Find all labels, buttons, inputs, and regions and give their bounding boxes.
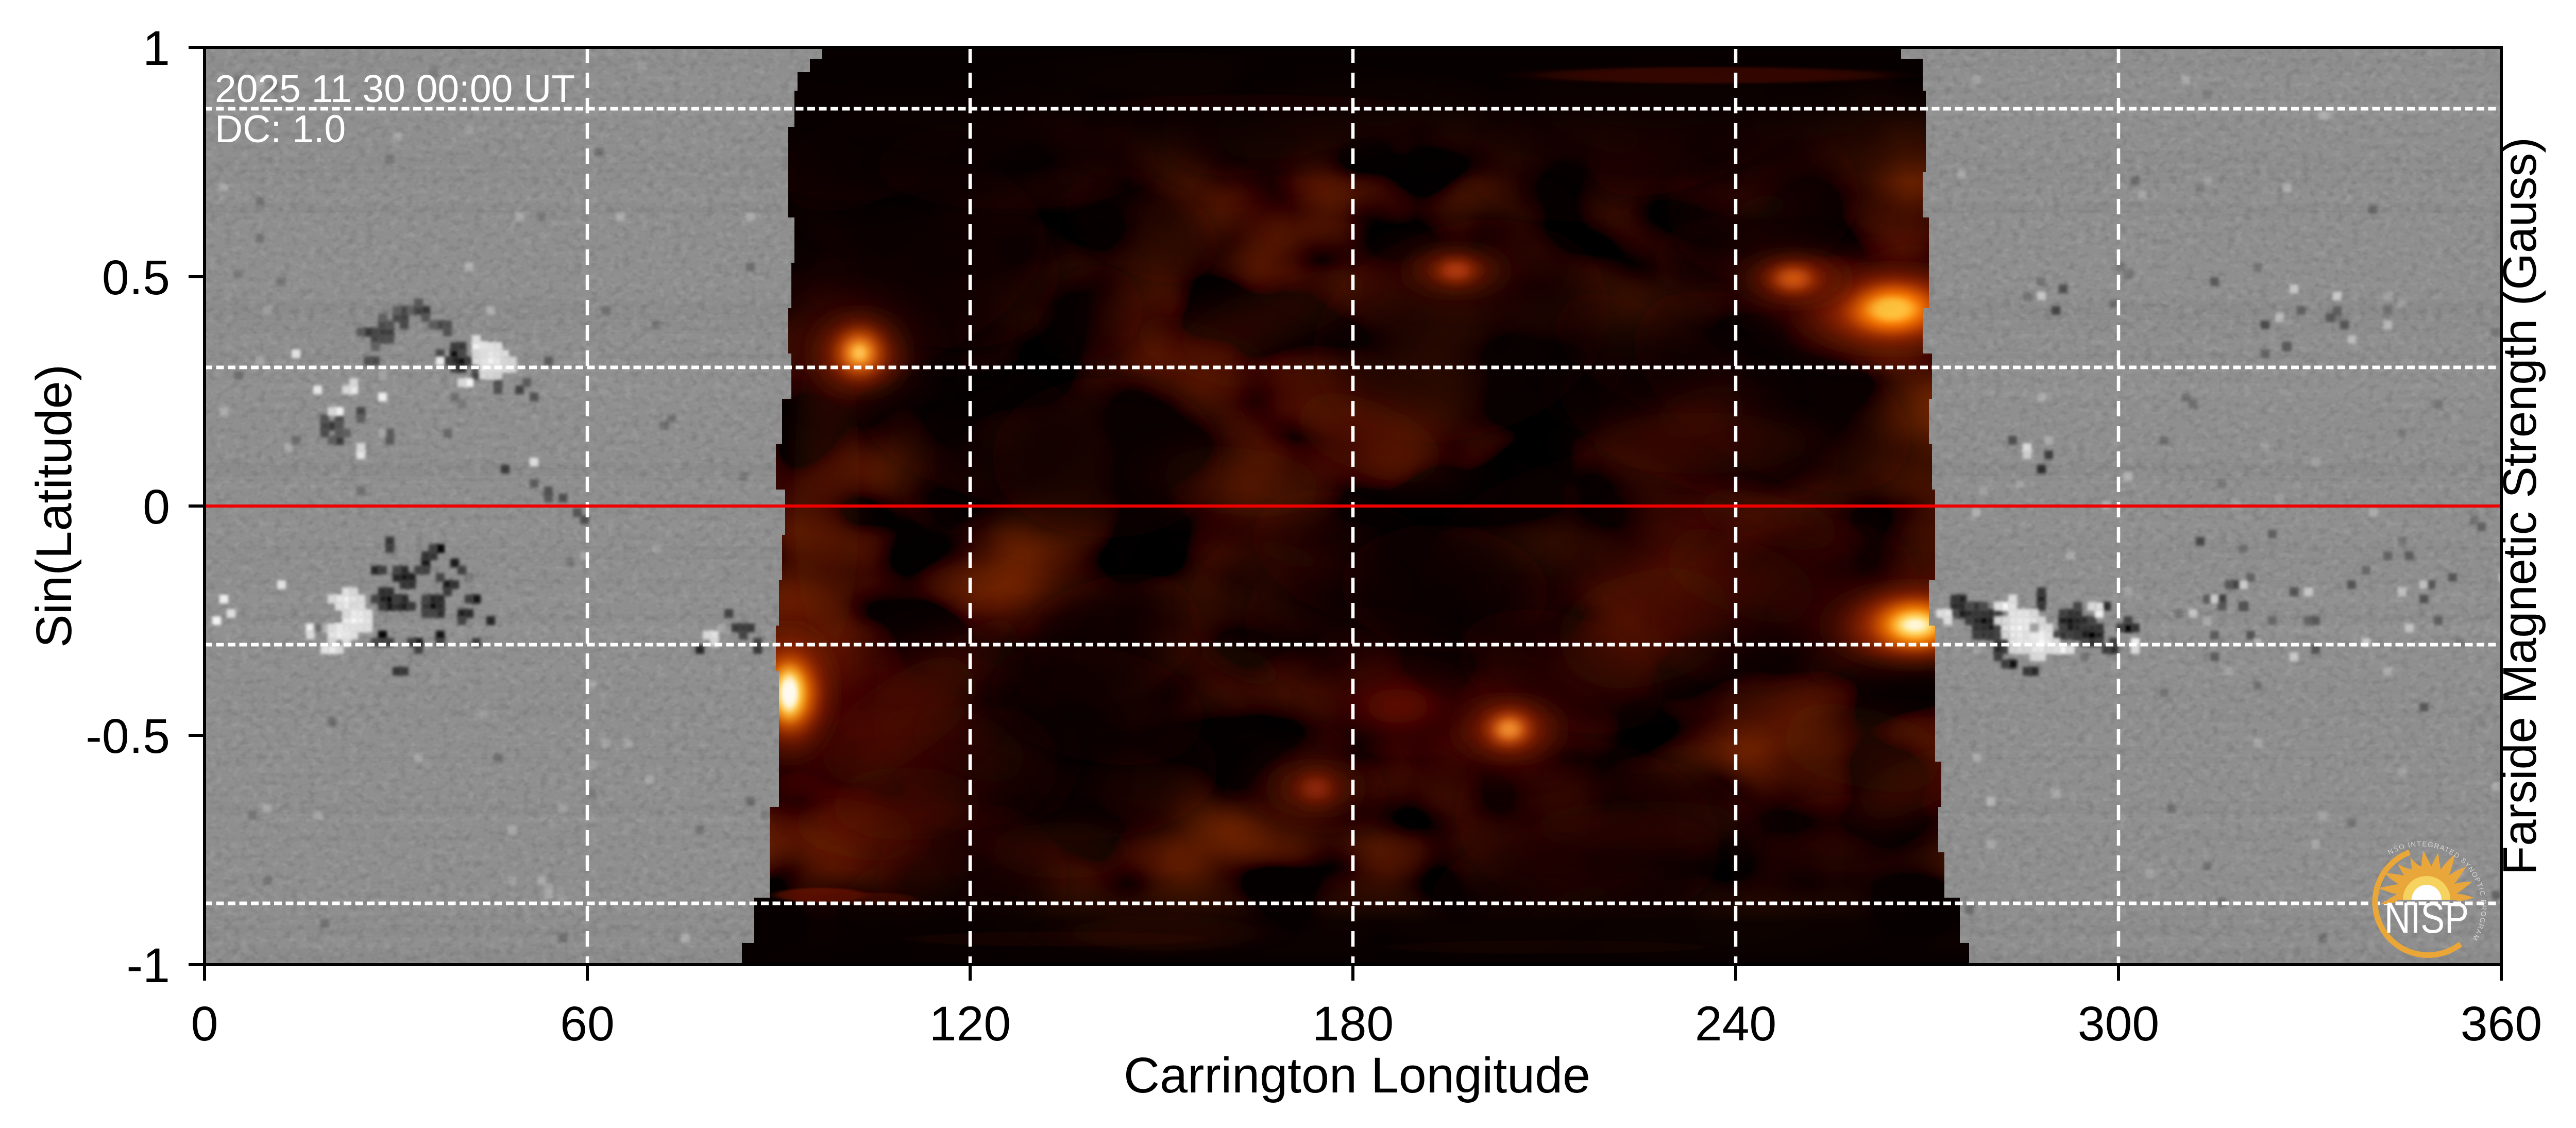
svg-text:-0.5: -0.5 — [86, 709, 170, 764]
svg-text:360: 360 — [2461, 997, 2543, 1051]
svg-text:120: 120 — [929, 997, 1011, 1051]
svg-text:240: 240 — [1695, 997, 1777, 1051]
svg-text:DC: 1.0: DC: 1.0 — [215, 107, 346, 150]
svg-text:Carrington Longitude: Carrington Longitude — [1124, 1047, 1590, 1103]
svg-text:0: 0 — [143, 480, 170, 534]
svg-text:1: 1 — [143, 21, 170, 76]
svg-text:NISP: NISP — [2384, 894, 2469, 942]
svg-text:-1: -1 — [127, 938, 170, 993]
svg-text:Sin(Latitude): Sin(Latitude) — [26, 364, 82, 648]
svg-text:60: 60 — [560, 997, 615, 1051]
svg-text:300: 300 — [2078, 997, 2160, 1051]
svg-text:0: 0 — [191, 997, 218, 1051]
svg-text:2025 11 30 00:00 UT: 2025 11 30 00:00 UT — [215, 67, 575, 110]
svg-text:Farside Magnetic Strength (Gau: Farside Magnetic Strength (Gauss) — [2494, 137, 2546, 875]
svg-text:0.5: 0.5 — [102, 250, 170, 305]
svg-text:180: 180 — [1312, 997, 1394, 1051]
